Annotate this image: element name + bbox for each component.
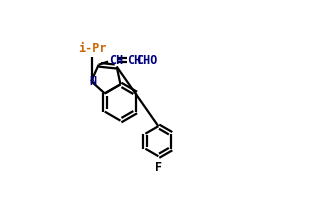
Text: F: F: [155, 160, 162, 173]
Text: CH: CH: [109, 54, 123, 67]
Text: N: N: [89, 75, 96, 88]
Text: CH: CH: [127, 54, 141, 67]
Text: i-Pr: i-Pr: [79, 42, 107, 55]
Text: CHO: CHO: [137, 54, 158, 67]
